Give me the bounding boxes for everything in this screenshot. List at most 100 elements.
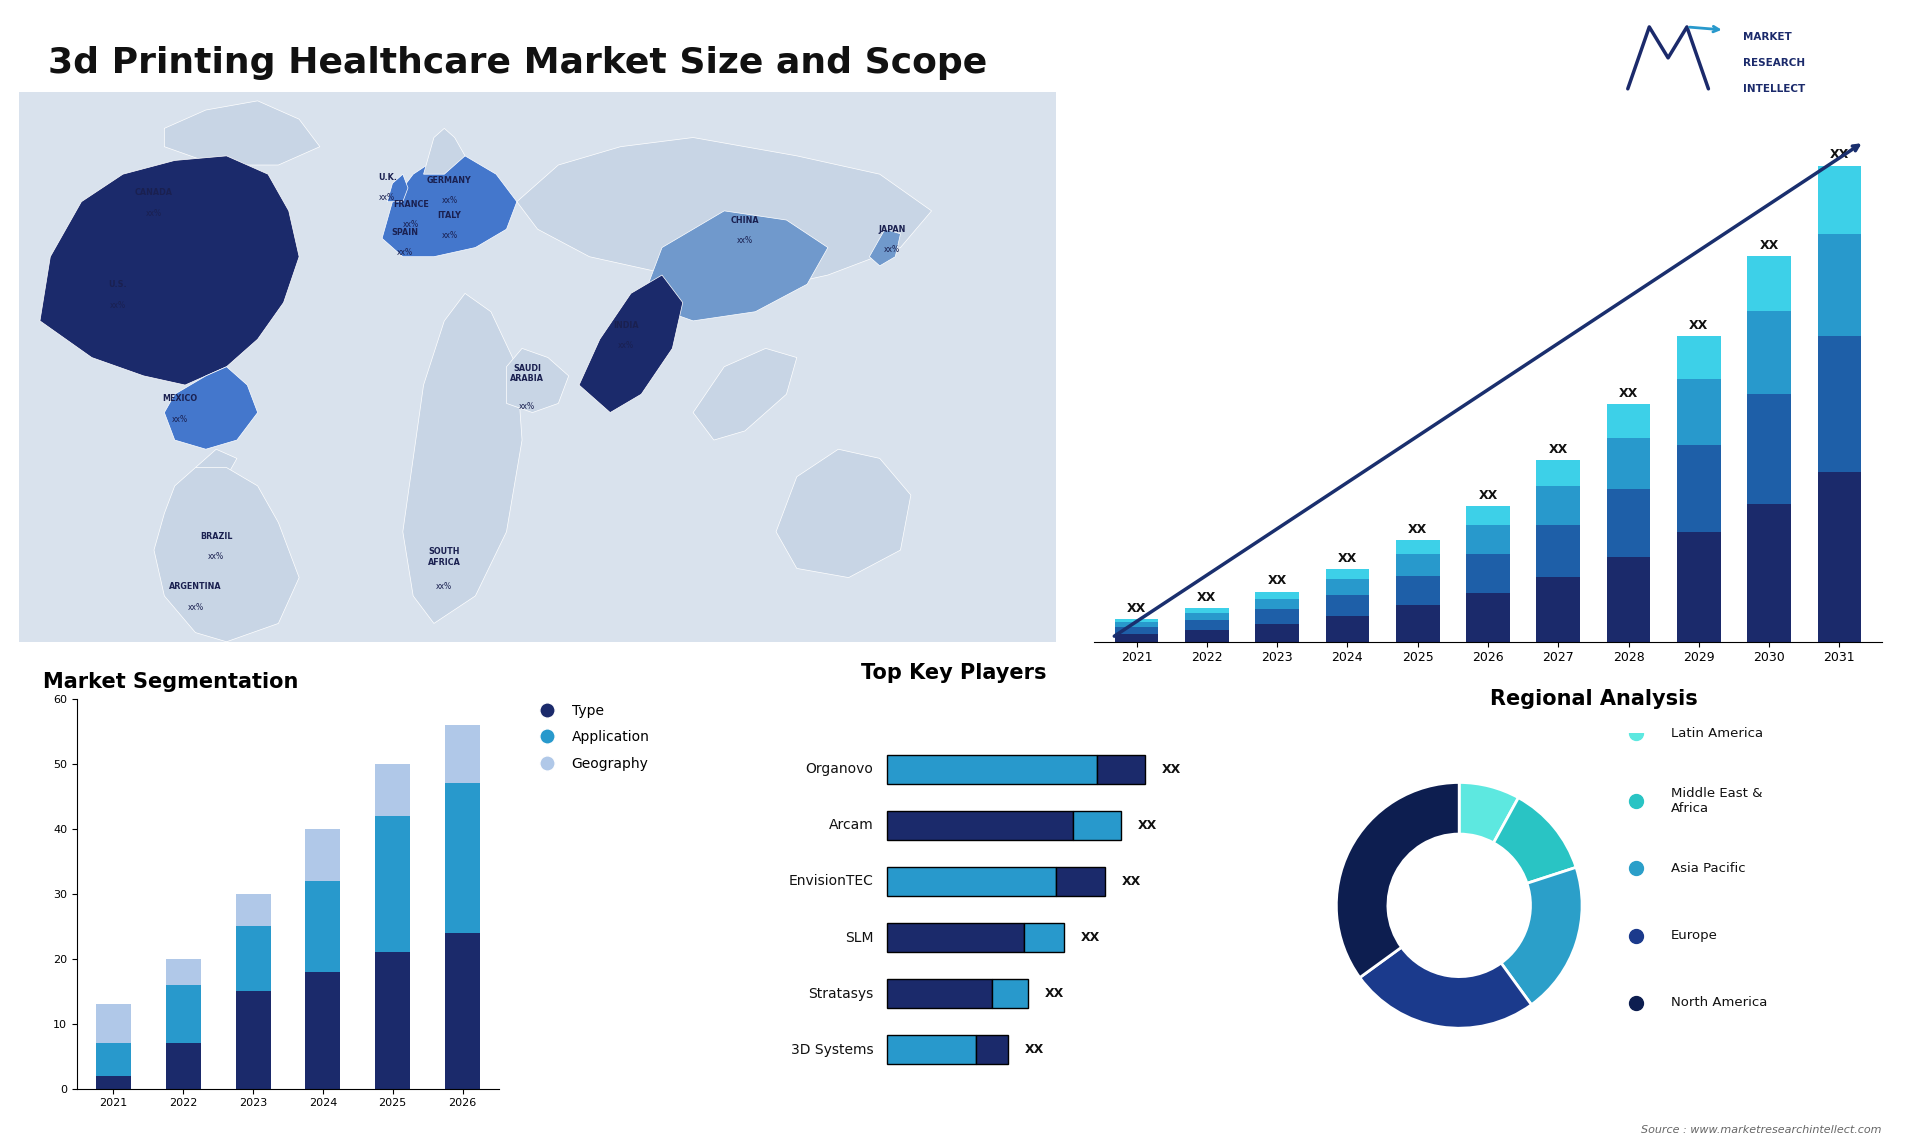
Text: xx%: xx%	[188, 603, 204, 612]
Bar	[1185, 613, 1229, 620]
Bar	[445, 933, 480, 1089]
Bar	[236, 894, 271, 926]
Text: BRAZIL: BRAZIL	[200, 532, 232, 541]
Text: ARGENTINA: ARGENTINA	[169, 582, 223, 591]
Bar	[1116, 634, 1158, 642]
FancyBboxPatch shape	[887, 923, 1023, 952]
Bar	[1185, 620, 1229, 629]
Text: XX: XX	[1619, 386, 1638, 400]
Text: XX: XX	[1549, 444, 1569, 456]
Bar	[165, 1043, 202, 1089]
Bar	[1325, 615, 1369, 642]
Bar	[1325, 580, 1369, 595]
Text: INDIA: INDIA	[612, 321, 639, 330]
Bar	[1396, 555, 1440, 576]
Bar	[236, 926, 271, 991]
Text: FRANCE: FRANCE	[394, 201, 428, 209]
Bar	[1676, 445, 1720, 533]
Bar	[1467, 555, 1509, 594]
Text: xx%: xx%	[442, 231, 457, 241]
Bar	[1467, 505, 1509, 525]
Text: Top Key Players: Top Key Players	[862, 664, 1046, 683]
Bar	[1396, 540, 1440, 555]
Text: xx%: xx%	[109, 301, 125, 309]
Wedge shape	[1459, 783, 1519, 843]
Wedge shape	[1494, 798, 1576, 884]
Text: XX: XX	[1759, 240, 1778, 252]
Text: Asia Pacific: Asia Pacific	[1670, 862, 1745, 874]
Text: MARKET: MARKET	[1743, 32, 1791, 42]
FancyBboxPatch shape	[887, 810, 1073, 840]
Text: Arcam: Arcam	[829, 818, 874, 832]
Text: XX: XX	[1127, 602, 1146, 615]
FancyBboxPatch shape	[887, 866, 1056, 896]
Polygon shape	[507, 348, 568, 413]
Text: U.K.: U.K.	[378, 173, 397, 181]
Bar	[1607, 488, 1651, 557]
Bar	[96, 1076, 131, 1089]
Polygon shape	[580, 275, 684, 413]
Bar	[96, 1004, 131, 1043]
Bar	[1396, 576, 1440, 605]
Text: RESEARCH: RESEARCH	[1743, 58, 1805, 68]
FancyBboxPatch shape	[1096, 754, 1144, 784]
Text: xx%: xx%	[403, 220, 419, 229]
Text: XX: XX	[1267, 574, 1286, 588]
Bar	[1256, 623, 1300, 642]
Text: INTELLECT: INTELLECT	[1743, 84, 1805, 94]
Text: XX: XX	[1081, 931, 1100, 944]
Bar	[1116, 619, 1158, 622]
Bar	[1818, 234, 1860, 336]
Bar	[445, 725, 480, 784]
Text: xx%: xx%	[380, 193, 396, 202]
Text: xx%: xx%	[436, 582, 453, 591]
Text: SOUTH
AFRICA: SOUTH AFRICA	[428, 547, 461, 566]
Text: Latin America: Latin America	[1670, 727, 1763, 740]
Bar	[1818, 472, 1860, 642]
Polygon shape	[154, 468, 300, 642]
Text: MEXICO: MEXICO	[163, 394, 198, 403]
Text: Middle East &
Africa: Middle East & Africa	[1670, 787, 1763, 815]
Text: XX: XX	[1198, 590, 1217, 604]
Bar	[1607, 557, 1651, 642]
Polygon shape	[382, 156, 516, 257]
Polygon shape	[40, 156, 300, 385]
Text: North America: North America	[1670, 997, 1766, 1010]
Bar	[1676, 379, 1720, 445]
Polygon shape	[165, 101, 321, 165]
Text: SLM: SLM	[845, 931, 874, 944]
FancyBboxPatch shape	[887, 754, 1096, 784]
Text: U.S.: U.S.	[108, 280, 127, 289]
Text: Source : www.marketresearchintellect.com: Source : www.marketresearchintellect.com	[1642, 1124, 1882, 1135]
Polygon shape	[424, 128, 465, 174]
Text: xx%: xx%	[442, 196, 457, 205]
Bar	[1536, 486, 1580, 525]
Wedge shape	[1359, 948, 1532, 1028]
Bar	[1325, 595, 1369, 615]
Polygon shape	[196, 449, 236, 477]
Bar	[1185, 607, 1229, 613]
Bar	[1467, 525, 1509, 555]
Text: CANADA: CANADA	[134, 188, 173, 197]
Polygon shape	[870, 229, 900, 266]
Text: XX: XX	[1830, 149, 1849, 162]
Text: XX: XX	[1407, 523, 1427, 535]
Polygon shape	[516, 138, 931, 293]
Bar	[1185, 629, 1229, 642]
Polygon shape	[165, 367, 257, 449]
FancyBboxPatch shape	[1023, 923, 1064, 952]
Wedge shape	[1501, 868, 1582, 1005]
Polygon shape	[388, 174, 407, 202]
Bar	[1325, 568, 1369, 580]
Text: XX: XX	[1025, 1043, 1044, 1057]
Wedge shape	[1336, 783, 1459, 978]
Bar	[1676, 533, 1720, 642]
Bar	[1676, 336, 1720, 379]
Bar	[374, 816, 411, 952]
Bar	[1607, 403, 1651, 438]
Bar	[165, 959, 202, 984]
Bar	[1747, 257, 1791, 312]
Text: 3d Printing Healthcare Market Size and Scope: 3d Printing Healthcare Market Size and S…	[48, 46, 987, 80]
Text: xx%: xx%	[518, 402, 536, 410]
Polygon shape	[776, 449, 910, 578]
